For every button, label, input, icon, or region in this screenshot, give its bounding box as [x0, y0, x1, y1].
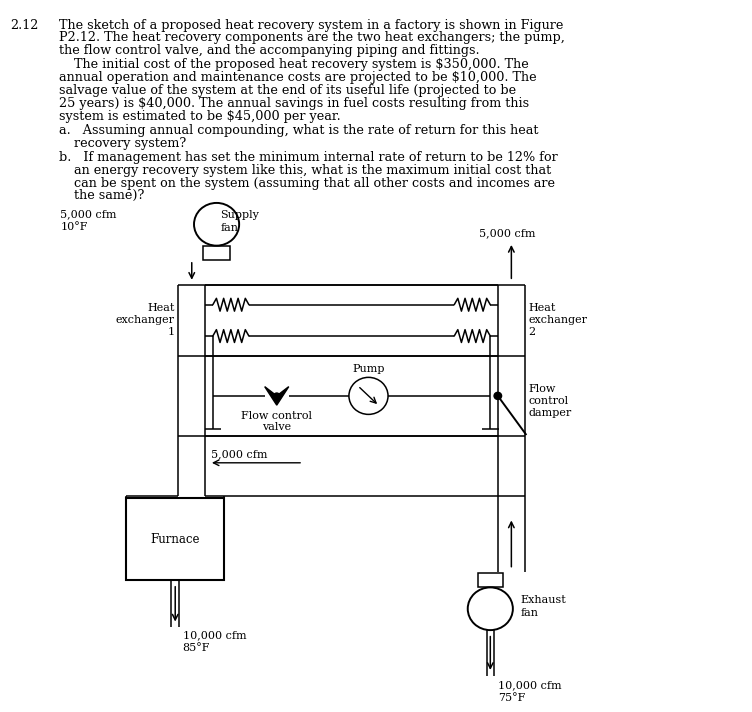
Text: annual operation and maintenance costs are projected to be $10,000. The: annual operation and maintenance costs a…	[59, 71, 536, 84]
Text: b.   If management has set the minimum internal rate of return to be 12% for: b. If management has set the minimum int…	[59, 151, 557, 164]
Text: 2.12: 2.12	[10, 19, 38, 31]
Bar	[203, 246, 230, 260]
Text: the flow control valve, and the accompanying piping and fittings.: the flow control valve, and the accompan…	[59, 44, 479, 57]
Circle shape	[274, 393, 280, 399]
Text: 5,000 cfm: 5,000 cfm	[211, 449, 268, 459]
Text: Heat: Heat	[529, 303, 556, 313]
Text: can be spent on the system (assuming that all other costs and incomes are: can be spent on the system (assuming tha…	[74, 177, 555, 189]
Bar	[478, 573, 503, 587]
Text: Exhaust: Exhaust	[520, 595, 566, 605]
Bar	[126, 498, 224, 580]
Text: The initial cost of the proposed heat recovery system is $350,000. The: The initial cost of the proposed heat re…	[74, 58, 529, 71]
Circle shape	[494, 392, 502, 399]
Text: valve: valve	[262, 422, 291, 432]
Text: Supply
fan: Supply fan	[220, 210, 259, 233]
Text: 5,000 cfm: 5,000 cfm	[479, 229, 536, 239]
Polygon shape	[265, 387, 289, 405]
Text: recovery system?: recovery system?	[74, 137, 186, 150]
Text: an energy recovery system like this, what is the maximum initial cost that: an energy recovery system like this, wha…	[74, 164, 551, 177]
Text: 5,000 cfm: 5,000 cfm	[60, 209, 117, 219]
Text: system is estimated to be $45,000 per year.: system is estimated to be $45,000 per ye…	[59, 110, 341, 122]
Text: exchanger: exchanger	[116, 315, 174, 325]
Text: 85°F: 85°F	[183, 643, 211, 653]
Text: the same)?: the same)?	[74, 189, 144, 202]
Text: salvage value of the system at the end of its useful life (projected to be: salvage value of the system at the end o…	[59, 84, 516, 97]
Text: fan: fan	[520, 608, 538, 618]
Text: 1: 1	[168, 327, 174, 337]
Text: 10,000 cfm: 10,000 cfm	[183, 630, 247, 640]
Text: exchanger: exchanger	[529, 315, 587, 325]
Text: Pump: Pump	[352, 364, 385, 374]
Text: The sketch of a proposed heat recovery system in a factory is shown in Figure: The sketch of a proposed heat recovery s…	[59, 19, 563, 31]
Text: 10,000 cfm: 10,000 cfm	[498, 680, 562, 690]
Text: 25 years) is $40,000. The annual savings in fuel costs resulting from this: 25 years) is $40,000. The annual savings…	[59, 97, 529, 110]
Text: P2.12. The heat recovery components are the two heat exchangers; the pump,: P2.12. The heat recovery components are …	[59, 31, 565, 44]
Text: Furnace: Furnace	[150, 533, 200, 546]
Text: 10°F: 10°F	[60, 222, 88, 232]
Text: Heat: Heat	[147, 303, 174, 313]
Text: a.   Assuming annual compounding, what is the rate of return for this heat: a. Assuming annual compounding, what is …	[59, 124, 538, 137]
Text: 75°F: 75°F	[498, 693, 525, 703]
Text: damper: damper	[529, 408, 572, 418]
Text: Flow: Flow	[529, 384, 556, 394]
Text: 2: 2	[529, 327, 535, 337]
Text: Flow control: Flow control	[241, 411, 312, 421]
Text: control: control	[529, 396, 569, 406]
